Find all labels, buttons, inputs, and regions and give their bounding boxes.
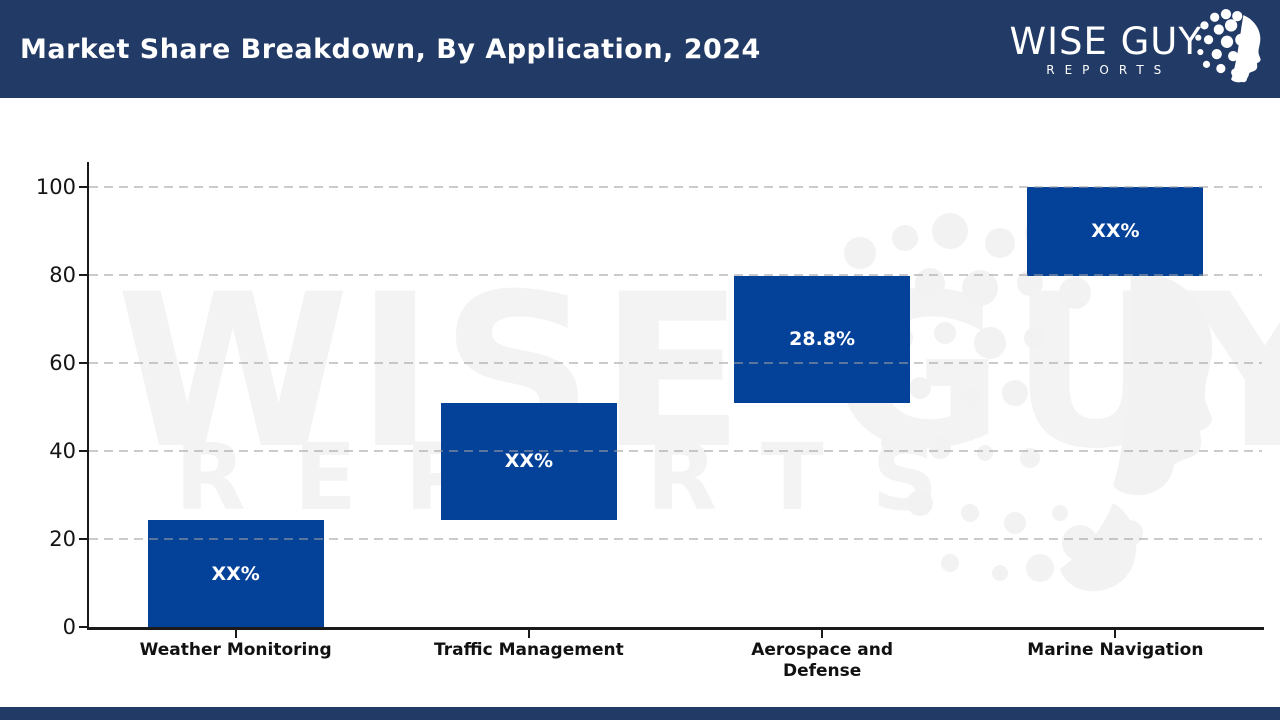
y-tick-mark-40 <box>79 450 87 452</box>
gridline-80 <box>89 274 1262 276</box>
bar-traffic-management: XX% <box>440 402 617 521</box>
bar-aerospace-and-defense: 28.8% <box>734 275 911 403</box>
bar-value-label: XX% <box>1091 220 1140 243</box>
bar-value-label: 28.8% <box>789 328 856 351</box>
y-tick-mark-100 <box>79 186 87 188</box>
y-tick-mark-0 <box>79 626 87 628</box>
brand-head-dots-icon <box>1195 9 1261 83</box>
gridline-20 <box>89 538 1262 540</box>
x-tick-mark-1 <box>527 630 530 638</box>
footer-bar <box>0 707 1280 720</box>
y-axis-line <box>87 162 89 628</box>
page-title: Market Share Breakdown, By Application, … <box>20 33 761 65</box>
y-tick-label-0: 0 <box>62 615 76 639</box>
gridline-100 <box>89 186 1262 188</box>
brand-logo: WISE GUY REPORTS <box>1010 8 1266 92</box>
y-tick-label-60: 60 <box>49 351 76 375</box>
y-tick-mark-80 <box>79 274 87 276</box>
bar-weather-monitoring: XX% <box>147 520 324 627</box>
header-bar: Market Share Breakdown, By Application, … <box>0 0 1280 98</box>
brand-logo-text: WISE GUY REPORTS <box>1010 23 1202 77</box>
x-category-label-2: Aerospace and Defense <box>672 640 972 683</box>
y-tick-label-100: 100 <box>35 175 76 199</box>
gridline-40 <box>89 450 1262 452</box>
bar-value-label: XX% <box>504 450 554 473</box>
y-tick-mark-20 <box>79 538 87 540</box>
y-tick-mark-60 <box>79 362 87 364</box>
y-tick-label-20: 20 <box>49 527 76 551</box>
x-category-label-line: Traffic Management <box>434 640 624 660</box>
y-tick-label-40: 40 <box>49 439 76 463</box>
x-category-label-line: Weather Monitoring <box>139 640 332 660</box>
x-category-label-0: Weather Monitoring <box>86 640 386 661</box>
x-tick-mark-2 <box>821 630 824 638</box>
x-category-label-1: Traffic Management <box>379 640 679 661</box>
x-category-label-line: Marine Navigation <box>1027 640 1204 660</box>
gridline-60 <box>89 362 1262 364</box>
bar-value-label: XX% <box>211 562 260 585</box>
x-tick-mark-3 <box>1114 630 1117 638</box>
bar-marine-navigation: XX% <box>1027 187 1204 276</box>
x-category-label-line: Aerospace and <box>751 640 894 660</box>
x-category-label-line: Defense <box>782 661 862 682</box>
x-axis-line <box>87 627 1264 630</box>
brand-wiseguy-label: WISE GUY <box>1009 20 1202 63</box>
brand-reports-label: REPORTS <box>1046 63 1172 77</box>
x-tick-mark-0 <box>234 630 237 638</box>
y-tick-label-80: 80 <box>49 263 76 287</box>
x-category-label-3: Marine Navigation <box>965 640 1265 661</box>
plot-area: XX% XX% 28.8% XX% <box>89 186 1262 627</box>
